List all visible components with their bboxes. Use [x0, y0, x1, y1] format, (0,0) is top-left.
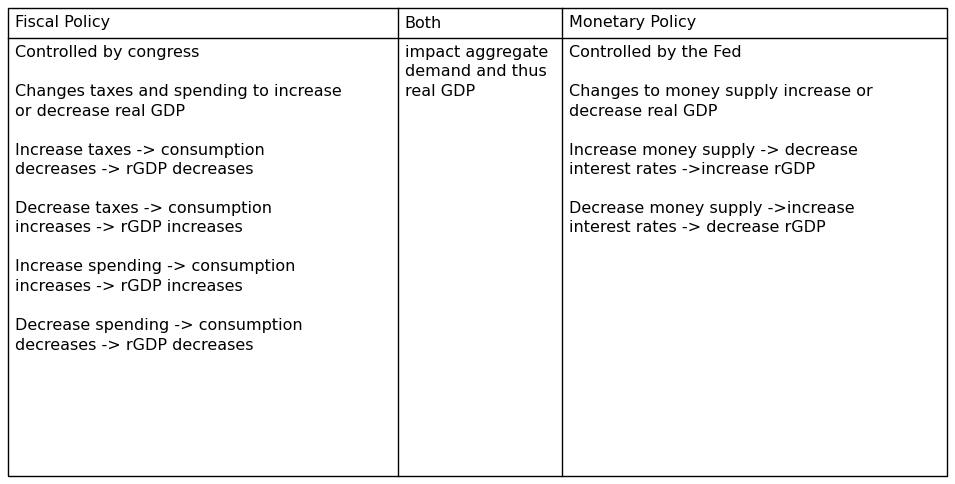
Text: impact aggregate: impact aggregate	[405, 45, 548, 60]
Text: increases -> rGDP increases: increases -> rGDP increases	[15, 279, 243, 294]
Text: Changes to money supply increase or: Changes to money supply increase or	[569, 84, 873, 99]
Text: Increase taxes -> consumption: Increase taxes -> consumption	[15, 142, 265, 157]
Text: Controlled by congress: Controlled by congress	[15, 45, 200, 60]
Text: Decrease money supply ->increase: Decrease money supply ->increase	[569, 201, 855, 216]
Text: or decrease real GDP: or decrease real GDP	[15, 104, 185, 119]
Text: interest rates ->increase rGDP: interest rates ->increase rGDP	[569, 162, 816, 177]
Text: Decrease taxes -> consumption: Decrease taxes -> consumption	[15, 201, 272, 216]
Text: real GDP: real GDP	[405, 84, 475, 99]
Text: decrease real GDP: decrease real GDP	[569, 104, 717, 119]
Text: increases -> rGDP increases: increases -> rGDP increases	[15, 221, 243, 236]
Text: Monetary Policy: Monetary Policy	[569, 15, 696, 30]
Text: decreases -> rGDP decreases: decreases -> rGDP decreases	[15, 337, 253, 352]
Text: Increase money supply -> decrease: Increase money supply -> decrease	[569, 142, 858, 157]
Text: demand and thus: demand and thus	[405, 64, 546, 79]
Text: Decrease spending -> consumption: Decrease spending -> consumption	[15, 318, 303, 333]
Text: interest rates -> decrease rGDP: interest rates -> decrease rGDP	[569, 221, 826, 236]
Text: Changes taxes and spending to increase: Changes taxes and spending to increase	[15, 84, 342, 99]
Text: Fiscal Policy: Fiscal Policy	[15, 15, 110, 30]
Text: Both: Both	[405, 15, 442, 30]
Text: Increase spending -> consumption: Increase spending -> consumption	[15, 259, 295, 274]
Text: Controlled by the Fed: Controlled by the Fed	[569, 45, 742, 60]
Text: decreases -> rGDP decreases: decreases -> rGDP decreases	[15, 162, 253, 177]
